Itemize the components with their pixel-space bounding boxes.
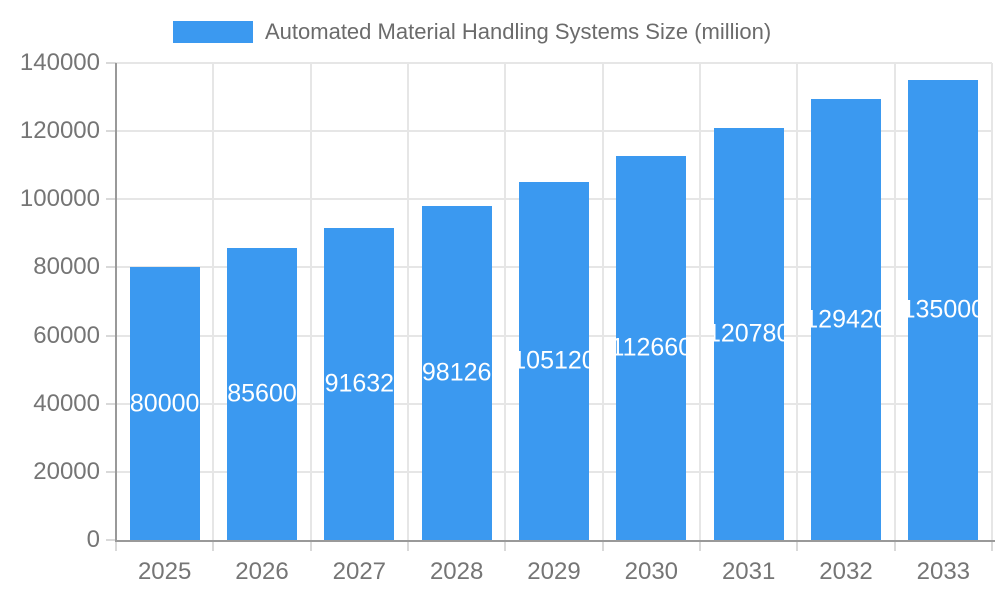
x-axis-tick — [407, 541, 409, 551]
bar[interactable]: 91632 — [324, 227, 395, 540]
y-axis-tick — [106, 334, 116, 337]
y-gridline — [116, 130, 992, 133]
x-axis-tick — [115, 541, 117, 551]
bar[interactable]: 112660 — [616, 156, 687, 540]
x-axis-tick-label: 2033 — [916, 558, 971, 585]
x-axis-tick-label: 2029 — [527, 558, 581, 585]
x-axis-tick — [991, 541, 993, 551]
bar-value-label: 120780 — [713, 319, 784, 348]
bar[interactable]: 98126 — [421, 205, 492, 540]
y-axis-tick-label: 60000 — [33, 321, 100, 349]
x-gridline — [601, 63, 604, 540]
bar[interactable]: 80000 — [129, 267, 200, 540]
y-axis-tick-label: 100000 — [19, 185, 100, 213]
y-axis-tick-label: 120000 — [19, 117, 100, 145]
x-axis-tick-label: 2028 — [429, 558, 484, 585]
x-gridline — [796, 63, 799, 540]
bar-value-label: 129420 — [811, 305, 881, 334]
y-axis-tick — [106, 130, 116, 133]
legend-label: Automated Material Handling Systems Size… — [265, 19, 772, 44]
bar-value-label: 91632 — [324, 369, 395, 398]
y-axis-tick — [106, 62, 116, 64]
x-axis-tick-label: 2030 — [624, 558, 679, 585]
x-gridline — [991, 63, 993, 540]
x-axis-tick — [796, 541, 799, 551]
y-axis-tick-label: 80000 — [33, 253, 100, 281]
y-axis-tick — [106, 402, 116, 405]
x-axis-tick-label: 2031 — [721, 558, 776, 585]
x-gridline — [504, 63, 507, 540]
legend: Automated Material Handling Systems Size… — [173, 19, 772, 44]
x-axis-tick-label: 2032 — [819, 558, 873, 585]
x-gridline — [699, 63, 701, 540]
x-axis-tick-label: 2025 — [137, 558, 192, 585]
bar[interactable]: 85600 — [227, 248, 297, 540]
x-gridline — [893, 63, 896, 540]
y-axis-tick-label: 20000 — [33, 457, 100, 485]
y-axis-tick — [106, 198, 116, 201]
bar-value-label: 80000 — [129, 389, 200, 418]
x-gridline — [407, 63, 409, 540]
y-axis-tick-label: 40000 — [33, 389, 100, 417]
bar[interactable]: 135000 — [908, 80, 979, 540]
y-axis-tick-label: 140000 — [19, 49, 100, 76]
x-axis-tick — [699, 541, 701, 551]
x-axis-tick-label: 2026 — [235, 558, 289, 585]
x-gridline — [212, 63, 215, 540]
x-axis-tick — [212, 541, 215, 551]
x-axis-tick — [309, 541, 312, 551]
x-axis-tick — [893, 541, 896, 551]
y-axis-tick — [106, 266, 116, 269]
y-gridline — [116, 62, 992, 64]
x-axis-tick-label: 2027 — [332, 558, 387, 585]
y-axis-tick-label: 0 — [86, 526, 100, 553]
bar-value-label: 98126 — [421, 358, 492, 387]
y-axis-line — [115, 63, 117, 542]
y-axis-tick — [106, 539, 116, 541]
bar-value-label: 135000 — [908, 295, 979, 324]
bar[interactable]: 120780 — [713, 128, 784, 540]
bar-value-label: 112660 — [616, 333, 687, 362]
x-axis-tick — [504, 541, 507, 551]
bar[interactable]: 129420 — [811, 99, 881, 540]
x-axis-line — [115, 540, 995, 542]
bar-value-label: 85600 — [227, 379, 297, 408]
x-gridline — [309, 63, 312, 540]
legend-swatch — [173, 21, 253, 43]
y-axis-tick — [106, 470, 116, 473]
bar[interactable]: 105120 — [519, 181, 589, 540]
x-axis-tick — [601, 541, 604, 551]
bar-value-label: 105120 — [519, 346, 589, 375]
